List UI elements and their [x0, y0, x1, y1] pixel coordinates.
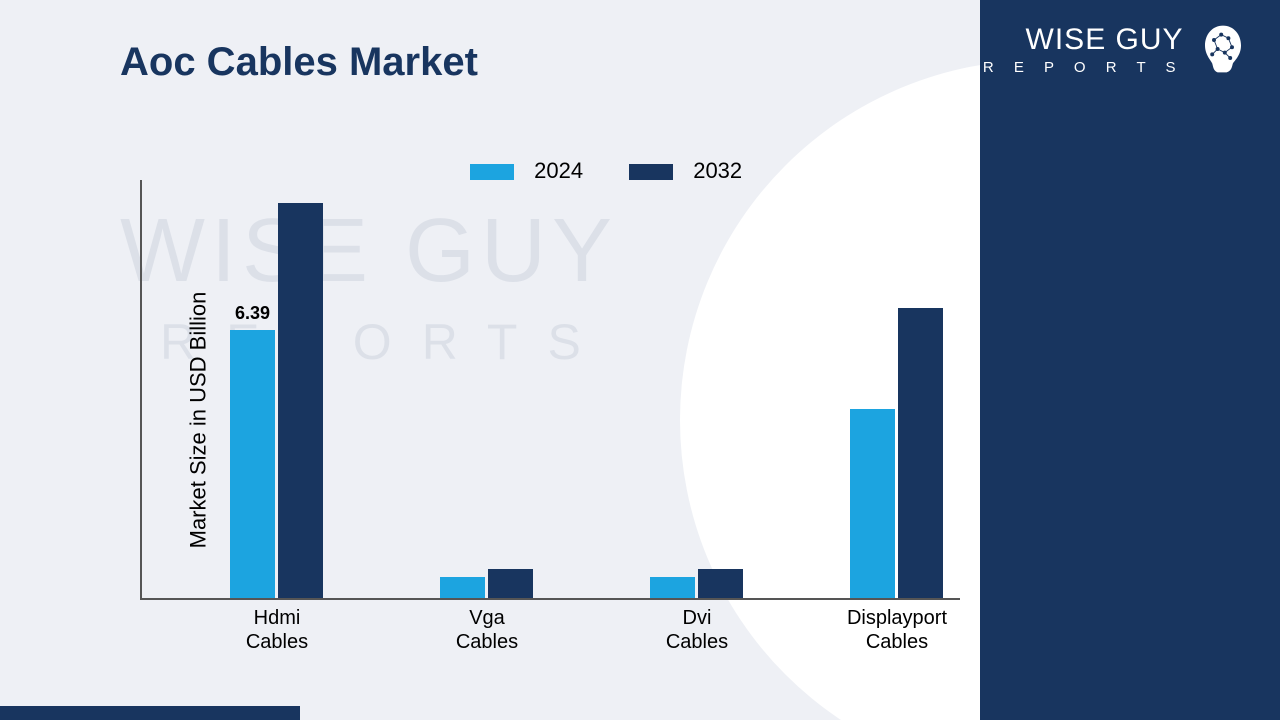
- brand-line2: R E P O R T S: [983, 59, 1184, 76]
- bar-group: [622, 180, 772, 598]
- bar-2032: [488, 569, 533, 598]
- bar-2032: [898, 308, 943, 598]
- brand-line1: WISE GUY: [983, 23, 1184, 57]
- right-sidebar: [980, 0, 1280, 720]
- bar-group: 6.39: [202, 180, 352, 598]
- bar-2024: [850, 409, 895, 598]
- bar-2024: [440, 577, 485, 598]
- brand-head-icon: [1196, 22, 1250, 76]
- legend-swatch-2032: [629, 164, 673, 180]
- category-label: HdmiCables: [192, 606, 362, 654]
- legend-swatch-2024: [470, 164, 514, 180]
- category-label: DisplayportCables: [812, 606, 982, 654]
- bar-group: [822, 180, 972, 598]
- chart-area: Market Size in USD Billion 6.39HdmiCable…: [80, 180, 980, 660]
- legend-label-2024: 2024: [534, 158, 583, 183]
- bar-2024: [230, 330, 275, 598]
- legend-item-2024: 2024: [470, 158, 583, 184]
- bar-2024: [650, 577, 695, 598]
- category-label: DviCables: [612, 606, 782, 654]
- bar-2032: [698, 569, 743, 598]
- page-root: WISE GUY R E P O R T S Aoc Cables Market: [0, 0, 1280, 720]
- legend: 2024 2032: [470, 158, 742, 184]
- category-label: VgaCables: [402, 606, 572, 654]
- legend-label-2032: 2032: [693, 158, 742, 183]
- plot-area: 6.39HdmiCablesVgaCablesDviCablesDisplayp…: [140, 180, 960, 600]
- brand-logo: WISE GUY R E P O R T S: [983, 22, 1250, 76]
- chart-title: Aoc Cables Market: [120, 40, 478, 85]
- bar-2032: [278, 203, 323, 598]
- bottom-accent-bar: [0, 706, 300, 720]
- bar-group: [412, 180, 562, 598]
- legend-item-2032: 2032: [629, 158, 742, 184]
